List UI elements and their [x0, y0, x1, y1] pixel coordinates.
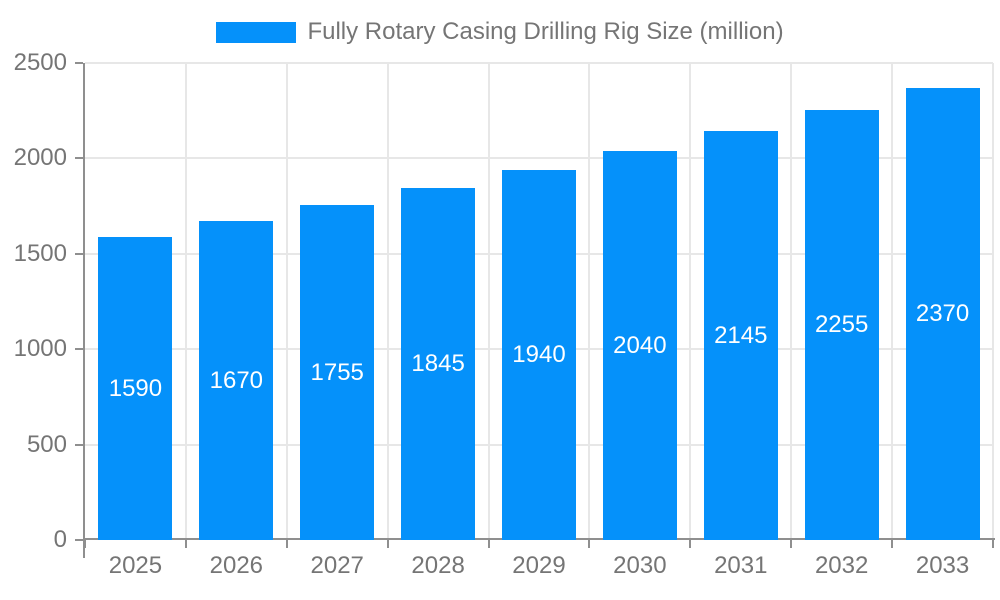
plot-area: 0 500 1000 1500 2000 2500 1590 2025 1670 2026 1755…	[14, 49, 995, 579]
bar-2033: 2370	[905, 88, 980, 540]
y-axis-tick	[75, 157, 83, 160]
x-axis-tick	[184, 540, 187, 548]
bar-value-label: 2370	[915, 300, 970, 327]
x-tick-label: 2025	[108, 552, 163, 579]
y-tick-label: 2500	[13, 49, 67, 76]
bar-value-label: 1670	[209, 366, 264, 394]
y-tick-label: 1500	[13, 239, 67, 267]
x-tick-label: 2028	[411, 552, 465, 579]
x-axis-tick	[689, 540, 692, 548]
x-axis-tick	[487, 540, 490, 548]
bar-2032: 2255	[804, 110, 879, 540]
bar-2025: 1590	[98, 237, 173, 540]
bar-value-label: 1590	[108, 374, 163, 402]
gridline	[285, 63, 288, 540]
y-axis-line	[83, 63, 85, 558]
gridline	[891, 63, 894, 540]
gridline	[790, 63, 793, 540]
x-axis-tick	[84, 540, 86, 548]
y-tick-label: 500	[26, 430, 67, 458]
x-axis-tick	[386, 540, 389, 548]
gridline	[85, 157, 993, 160]
y-axis-tick	[75, 348, 83, 351]
x-axis-tick	[790, 540, 793, 548]
y-axis-tick	[75, 539, 83, 541]
y-axis-tick	[75, 62, 83, 64]
x-tick-label: 2033	[915, 552, 970, 579]
legend-label[interactable]: Fully Rotary Casing Drilling Rig Size (m…	[307, 18, 784, 45]
legend[interactable]: Fully Rotary Casing Drilling Rig Size (m…	[0, 18, 1000, 46]
bar-2030: 2040	[602, 151, 677, 540]
x-tick-label: 2029	[512, 552, 566, 579]
x-tick-label: 2030	[613, 552, 667, 579]
bar-2027: 1755	[300, 205, 375, 540]
x-axis-tick	[285, 540, 288, 548]
gridline	[184, 63, 187, 540]
bar-value-label: 1755	[310, 358, 364, 386]
gridline	[588, 63, 591, 540]
gridline	[992, 63, 994, 540]
gridline	[85, 62, 993, 64]
bar-value-label: 2040	[613, 331, 667, 359]
y-tick-label: 0	[53, 526, 67, 553]
bar-value-label: 1940	[512, 341, 566, 368]
y-axis-tick	[75, 443, 83, 446]
bar-value-label: 2145	[714, 321, 768, 349]
bar-2029: 1940	[502, 170, 576, 540]
x-tick-label: 2031	[714, 552, 768, 579]
bar-value-label: 1845	[411, 350, 465, 377]
x-axis-tick	[891, 540, 894, 548]
bar-value-label: 2255	[814, 311, 869, 338]
x-axis-tick	[992, 540, 994, 548]
bar-2026: 1670	[199, 221, 274, 540]
y-tick-label: 1000	[13, 335, 67, 363]
bar-2028: 1845	[401, 188, 476, 540]
gridline	[386, 63, 389, 540]
gridline	[689, 63, 692, 540]
x-tick-label: 2032	[814, 552, 869, 579]
bar-2031: 2145	[703, 131, 778, 540]
x-tick-label: 2026	[209, 552, 264, 579]
x-tick-label: 2027	[310, 552, 364, 579]
x-axis-tick	[588, 540, 591, 548]
y-axis-tick	[75, 252, 83, 255]
gridline	[487, 63, 490, 540]
y-tick-label: 2000	[13, 144, 67, 172]
legend-swatch[interactable]	[216, 21, 297, 43]
